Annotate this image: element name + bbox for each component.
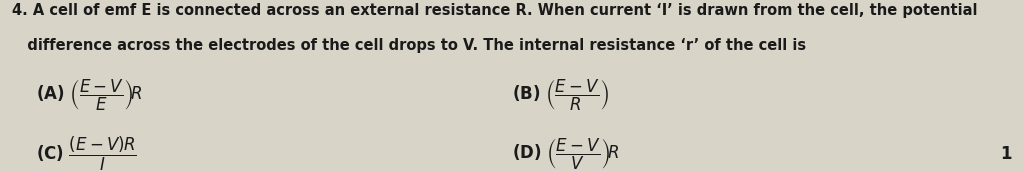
Text: 4. A cell of emf E is connected across an external resistance R. When current ‘I: 4. A cell of emf E is connected across a… — [12, 3, 978, 18]
Text: 1: 1 — [1000, 145, 1012, 163]
Text: $\mathbf{(C)}\ \dfrac{(E-V)R}{I}$: $\mathbf{(C)}\ \dfrac{(E-V)R}{I}$ — [36, 135, 137, 171]
Text: $\mathbf{(D)}\ \left(\dfrac{E-V}{V}\right)\!R$: $\mathbf{(D)}\ \left(\dfrac{E-V}{V}\righ… — [512, 136, 620, 171]
Text: $\mathbf{(B)}\ \left(\dfrac{E-V}{R}\right)$: $\mathbf{(B)}\ \left(\dfrac{E-V}{R}\righ… — [512, 78, 609, 113]
Text: $\mathbf{(A)}\ \left(\dfrac{E-V}{E}\right)\!R$: $\mathbf{(A)}\ \left(\dfrac{E-V}{E}\righ… — [36, 78, 142, 113]
Text: difference across the electrodes of the cell drops to V. The internal resistance: difference across the electrodes of the … — [12, 38, 807, 53]
